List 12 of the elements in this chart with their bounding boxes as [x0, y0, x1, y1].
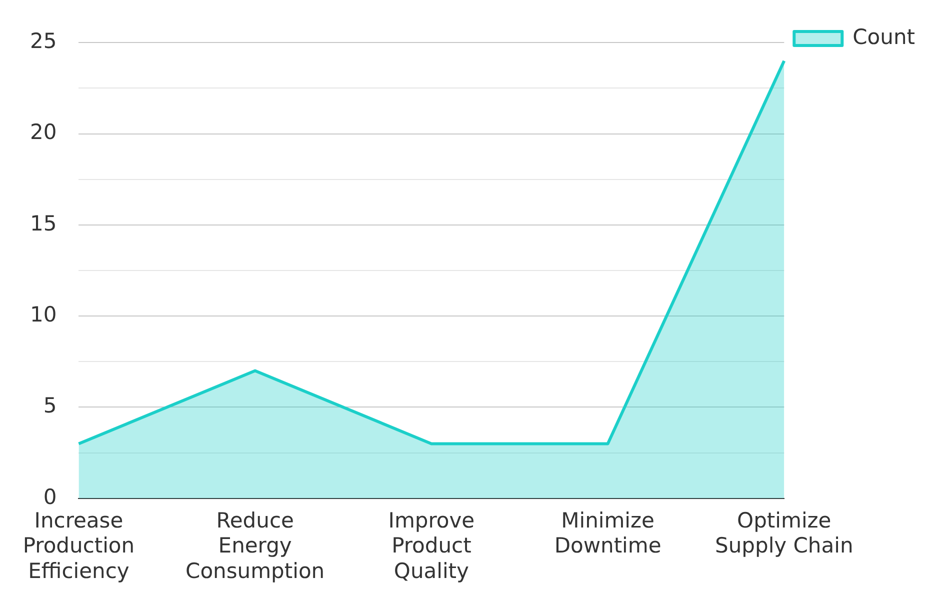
y-tick-label: 20 [30, 120, 57, 144]
y-tick-label: 5 [43, 394, 57, 418]
x-tick-label: Minimize Downtime [554, 508, 662, 558]
x-tick-label: Increase Production Efficiency [22, 508, 135, 583]
y-tick-label: 10 [30, 302, 57, 327]
legend-label: Count [852, 24, 916, 49]
y-tick-label: 25 [30, 29, 57, 54]
y-tick-label: 0 [43, 484, 57, 509]
y-tick-label: 15 [30, 211, 57, 236]
x-tick-label: Improve Product Quality [388, 508, 475, 583]
x-tick-label: Reduce Energy Consumption [186, 508, 325, 583]
x-tick-label: Optimize Supply Chain [715, 508, 854, 558]
